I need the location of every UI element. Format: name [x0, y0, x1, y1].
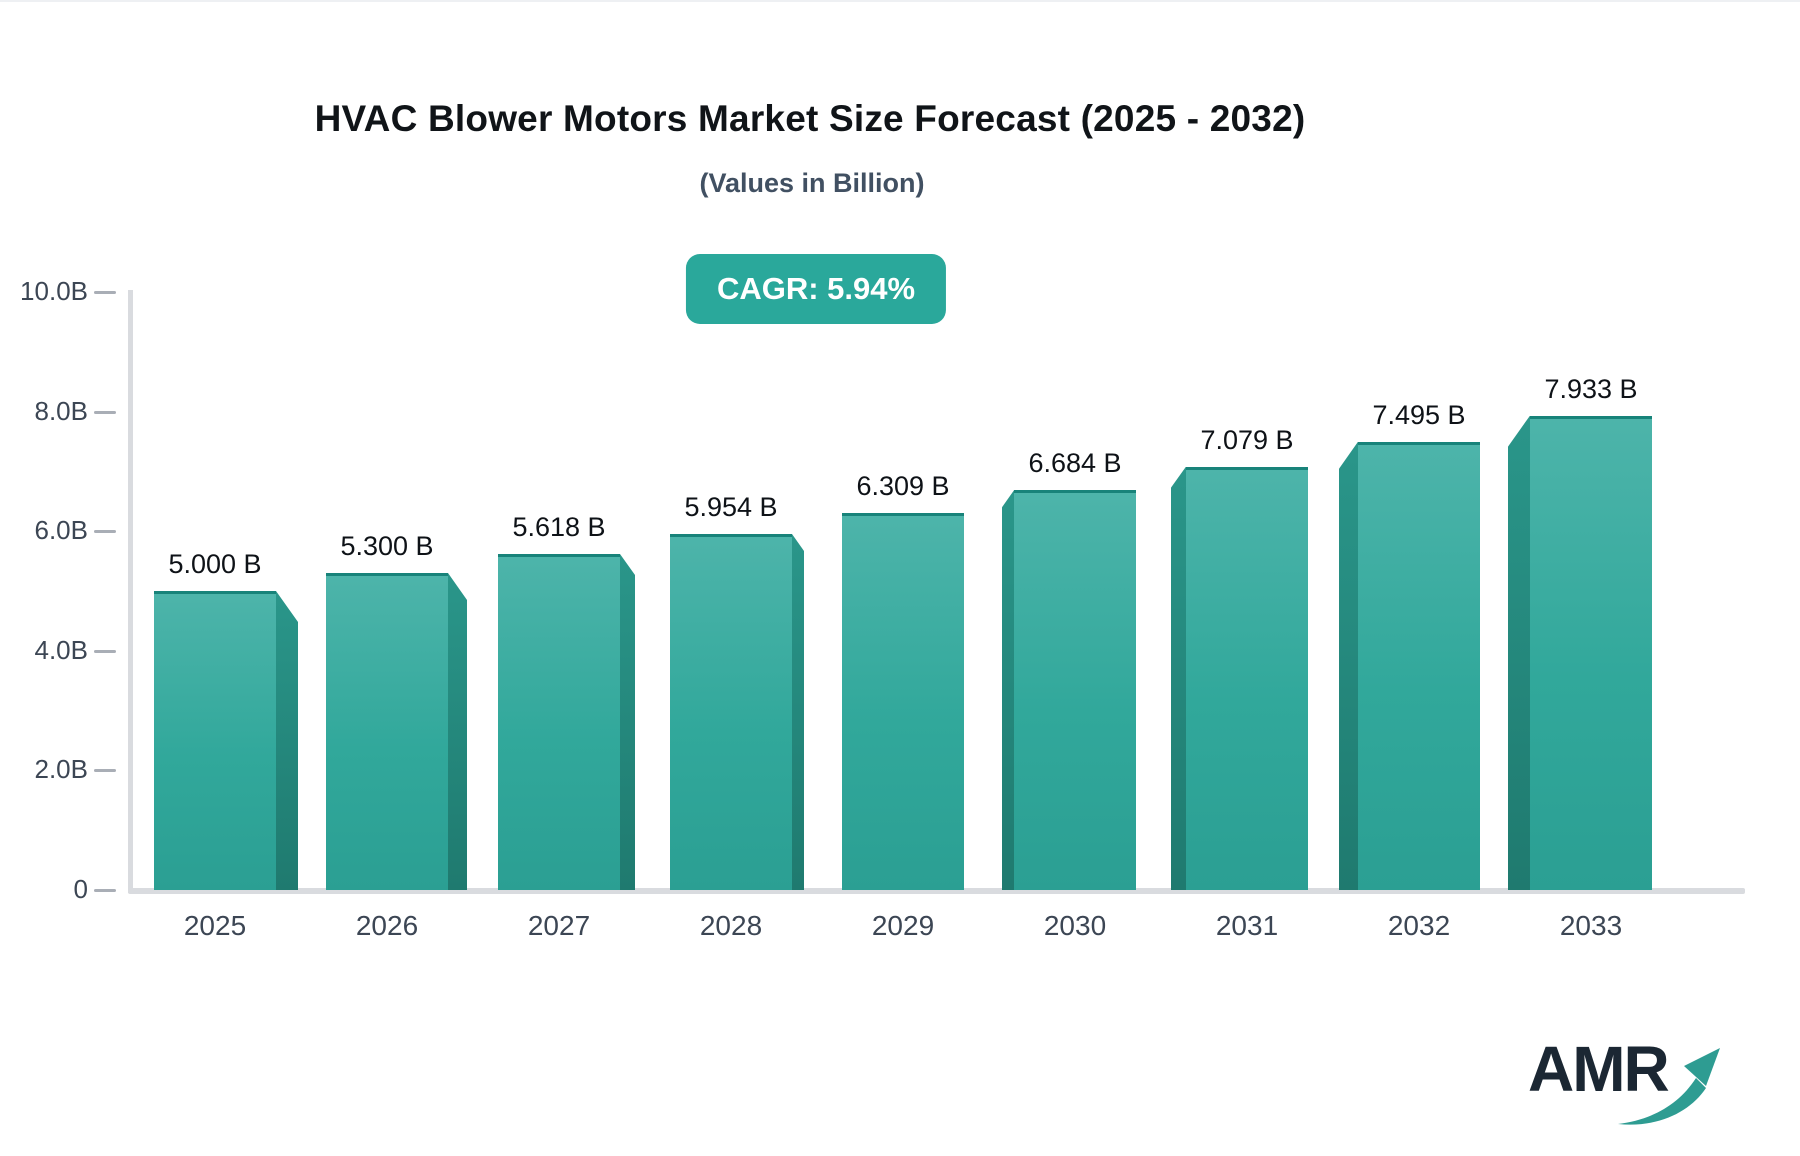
x-tick-label-2033: 2033 [1559, 910, 1623, 941]
growth-arrow-icon [1618, 1048, 1720, 1125]
bar-side-face-2032 [1339, 441, 1358, 890]
y-tick-label: 2.0B [34, 754, 89, 785]
bar-value-label-2031: 7.079 B [1200, 424, 1294, 455]
bar-side-face-2033 [1508, 415, 1530, 890]
bar-2031 [1186, 466, 1308, 890]
bar-2029 [842, 512, 964, 890]
x-tick-label-2028: 2028 [699, 910, 763, 941]
cagr-badge: CAGR: 5.94% [685, 254, 947, 324]
bar-value-label-2027: 5.618 B [512, 512, 606, 543]
bar-2033 [1530, 415, 1652, 890]
y-tick-mark [94, 291, 116, 294]
y-tick-mark [94, 649, 116, 653]
bar-2030 [1014, 490, 1136, 890]
x-tick-label-2029: 2029 [871, 910, 935, 941]
x-tick-label-2027: 2027 [527, 910, 591, 941]
bar-value-label-2025: 5.000 B [168, 549, 262, 579]
x-axis-baseline [128, 888, 1745, 894]
y-tick-mark [94, 530, 116, 534]
chart-title: HVAC Blower Motors Market Size Forecast … [314, 98, 1306, 139]
chart-subtitle: (Values in Billion) [699, 168, 925, 198]
x-tick-label-2025: 2025 [183, 910, 247, 941]
bar-2032 [1358, 441, 1480, 890]
bar-value-label-2026: 5.300 B [340, 531, 434, 562]
bar-value-label-2033: 7.933 B [1544, 373, 1638, 404]
y-tick-label: 6.0B [34, 515, 89, 546]
bar-value-label-2028: 5.954 B [684, 491, 778, 522]
y-tick-label: 0 [73, 874, 88, 904]
bar-2025 [154, 591, 276, 890]
bar-side-face-2031 [1171, 466, 1186, 890]
y-tick-mark [94, 410, 116, 414]
y-tick-label: 4.0B [34, 634, 89, 665]
bar-side-face-2028 [792, 533, 804, 890]
y-tick-mark [94, 889, 116, 892]
x-tick-label-2030: 2030 [1043, 910, 1107, 941]
bar-side-face-2025 [276, 591, 298, 890]
x-tick-label-2026: 2026 [355, 910, 419, 941]
bar-value-label-2029: 6.309 B [856, 470, 950, 501]
y-axis-line [128, 290, 133, 893]
y-tick-label: 8.0B [34, 395, 89, 426]
bar-2026 [326, 573, 448, 890]
y-tick-mark [94, 769, 116, 773]
amr-logo-text: AMR [1528, 1033, 1670, 1105]
bar-side-face-2027 [620, 554, 635, 890]
x-tick-label-2032: 2032 [1387, 910, 1451, 941]
bar-value-label-2032: 7.495 B [1372, 399, 1466, 430]
bar-side-face-2030 [1002, 490, 1014, 890]
bar-value-label-2030: 6.684 B [1028, 448, 1122, 479]
bar-side-face-2026 [448, 573, 467, 890]
bar-2027 [498, 554, 620, 890]
amr-logo: AMR [1528, 1032, 1738, 1132]
x-tick-label-2031: 2031 [1215, 910, 1279, 941]
bar-2028 [670, 533, 792, 890]
y-tick-label: 10.0B [20, 276, 88, 306]
